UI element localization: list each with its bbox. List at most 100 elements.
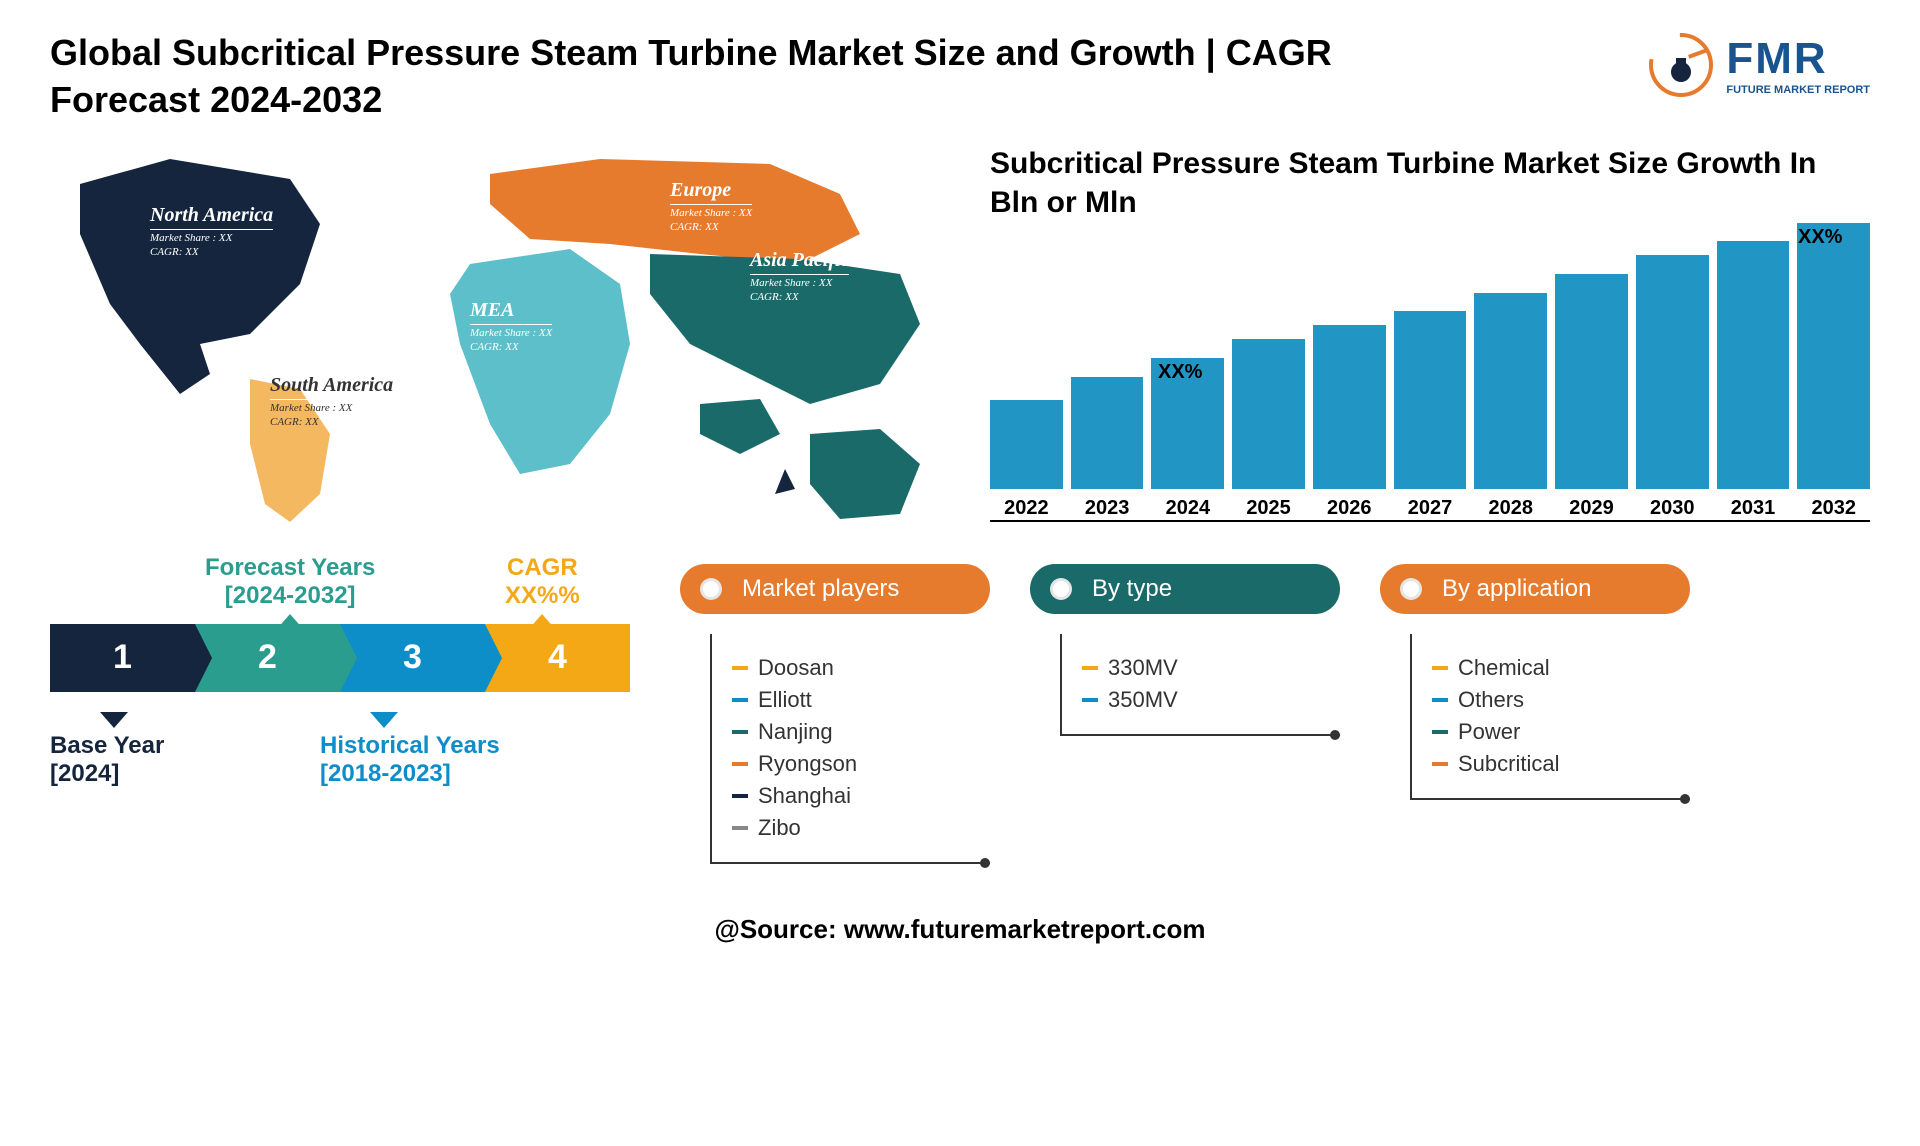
bar-year-label: 2024	[1166, 497, 1211, 520]
timeline-label-sub: [2018-2023]	[320, 760, 500, 788]
category-item: 330MV	[1082, 655, 1340, 681]
region-name: Asia Pacific	[750, 249, 849, 275]
region-name: Europe	[670, 179, 752, 205]
bar-group: 2029	[1555, 274, 1628, 520]
bar-group: 2031	[1717, 241, 1790, 519]
bar-group: 2025	[1232, 339, 1305, 519]
category-item: Shanghai	[732, 783, 990, 809]
header: Global Subcritical Pressure Steam Turbin…	[50, 30, 1870, 124]
bottom-section: Forecast Years[2024-2032] CAGRXX%% 1234 …	[50, 564, 1870, 864]
category-bracket: Chemical Others Power Subcritical	[1410, 634, 1690, 800]
category-item: Doosan	[732, 655, 990, 681]
category-pill: Market players	[680, 564, 990, 614]
item-label: Elliott	[758, 687, 812, 713]
timeline-label: Forecast Years[2024-2032]	[205, 554, 375, 630]
category-box: By type 330MV 350MV	[1030, 564, 1340, 864]
world-map: North America Market Share : XX CAGR: XX…	[50, 144, 950, 524]
arrow-down-icon	[370, 712, 398, 728]
timeline-box-2: 2	[195, 624, 340, 692]
category-box: By application Chemical Others Power Sub…	[1380, 564, 1690, 864]
item-label: 350MV	[1108, 687, 1178, 713]
category-item: Others	[1432, 687, 1690, 713]
timeline-label-sub: [2024-2032]	[205, 582, 375, 610]
timeline-box-3: 3	[340, 624, 485, 692]
category-item: 350MV	[1082, 687, 1340, 713]
region-name: North America	[150, 204, 273, 230]
bar-year-label: 2028	[1489, 497, 1534, 520]
logo-main-text: FMR	[1726, 34, 1870, 84]
bars-container: 2022 2023 2024 2025 2026 2027 2028 2029 …	[990, 242, 1870, 522]
bar	[1555, 274, 1628, 489]
category-item: Ryongson	[732, 751, 990, 777]
bar-year-label: 2029	[1569, 497, 1614, 520]
timeline-label-text: Historical Years	[320, 732, 500, 760]
region-cagr: CAGR: XX	[470, 341, 552, 353]
region-cagr: CAGR: XX	[750, 291, 849, 303]
categories: Market players Doosan Elliott Nanjing Ry…	[680, 564, 1690, 864]
item-marker-icon	[732, 730, 748, 734]
region-name: South America	[270, 374, 393, 400]
region-cagr: CAGR: XX	[670, 221, 752, 233]
category-item: Elliott	[732, 687, 990, 713]
timeline-box-4: 4	[485, 624, 630, 692]
bar-group: 2026	[1313, 325, 1386, 519]
category-pill: By application	[1380, 564, 1690, 614]
item-marker-icon	[1432, 762, 1448, 766]
timeline-label: Historical Years[2018-2023]	[320, 712, 500, 788]
bar-year-label: 2030	[1650, 497, 1695, 520]
item-label: Subcritical	[1458, 751, 1559, 777]
category-bracket: Doosan Elliott Nanjing Ryongson Shanghai…	[710, 634, 990, 864]
bar	[1313, 325, 1386, 488]
region-label-europe: Europe Market Share : XX CAGR: XX	[670, 179, 752, 233]
item-marker-icon	[1432, 666, 1448, 670]
timeline: Forecast Years[2024-2032] CAGRXX%% 1234 …	[50, 564, 630, 792]
item-label: Nanjing	[758, 719, 833, 745]
category-box: Market players Doosan Elliott Nanjing Ry…	[680, 564, 990, 864]
timeline-label-text: Forecast Years	[205, 554, 375, 582]
bar	[990, 400, 1063, 489]
page-title: Global Subcritical Pressure Steam Turbin…	[50, 30, 1350, 124]
bar	[1071, 377, 1144, 489]
timeline-label-text: Base Year	[50, 732, 164, 760]
bar-group: 2030	[1636, 255, 1709, 519]
item-marker-icon	[732, 826, 748, 830]
logo-icon	[1646, 30, 1716, 100]
bar-chart: Subcritical Pressure Steam Turbine Marke…	[990, 144, 1870, 524]
item-label: Power	[1458, 719, 1520, 745]
arrow-down-icon	[100, 712, 128, 728]
category-item: Power	[1432, 719, 1690, 745]
region-share: Market Share : XX	[270, 402, 393, 414]
timeline-label: CAGRXX%%	[505, 554, 580, 630]
region-cagr: CAGR: XX	[270, 416, 393, 428]
category-item: Zibo	[732, 815, 990, 841]
logo-sub-text: FUTURE MARKET REPORT	[1726, 84, 1870, 96]
region-label-south-america: South America Market Share : XX CAGR: XX	[270, 374, 393, 428]
bar-year-label: 2031	[1731, 497, 1776, 520]
bar-group: 2023	[1071, 377, 1144, 520]
region-cagr: CAGR: XX	[150, 246, 273, 258]
bar-year-label: 2027	[1408, 497, 1453, 520]
item-marker-icon	[732, 794, 748, 798]
region-label-asia-pacific: Asia Pacific Market Share : XX CAGR: XX	[750, 249, 849, 303]
item-label: 330MV	[1108, 655, 1178, 681]
bar-group: 2022	[990, 400, 1063, 520]
item-marker-icon	[732, 762, 748, 766]
category-bracket: 330MV 350MV	[1060, 634, 1340, 736]
category-title: By application	[1442, 575, 1591, 603]
item-marker-icon	[1432, 698, 1448, 702]
item-marker-icon	[732, 698, 748, 702]
timeline-label-text: CAGR	[505, 554, 580, 582]
bar-annotation: XX%	[1158, 361, 1202, 384]
bar	[1232, 339, 1305, 488]
timeline-boxes: 1234	[50, 624, 630, 692]
region-share: Market Share : XX	[750, 277, 849, 289]
category-title: Market players	[742, 575, 899, 603]
bar-year-label: 2025	[1246, 497, 1291, 520]
bar	[1474, 293, 1547, 489]
category-item: Nanjing	[732, 719, 990, 745]
category-title: By type	[1092, 575, 1172, 603]
bar	[1717, 241, 1790, 488]
timeline-box-1: 1	[50, 624, 195, 692]
item-label: Doosan	[758, 655, 834, 681]
bar	[1394, 311, 1467, 488]
